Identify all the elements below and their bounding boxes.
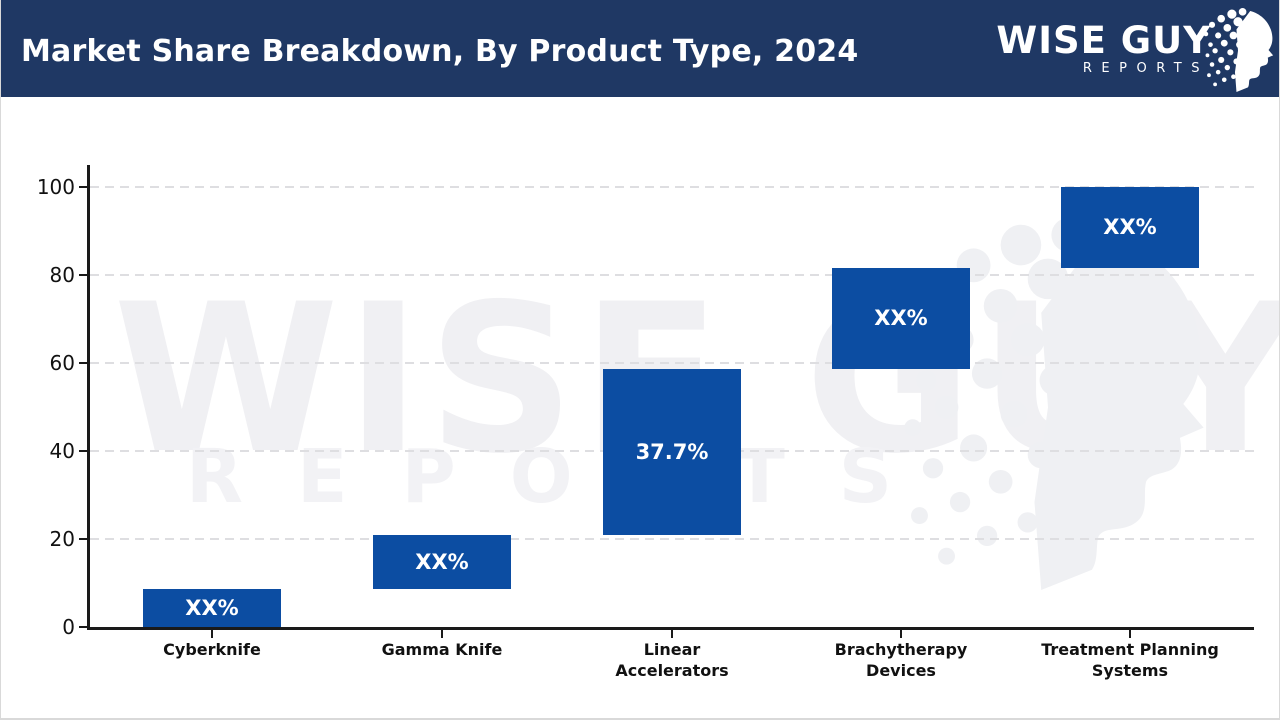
x-category-label: Cyberknife	[163, 640, 261, 659]
bar-value-label: XX%	[415, 550, 469, 575]
page-title: Market Share Breakdown, By Product Type,…	[21, 34, 859, 69]
x-tick-mark	[441, 630, 443, 638]
bar: XX%	[832, 267, 970, 369]
x-category-label: Brachytherapy Devices	[834, 640, 968, 680]
logo-subtitle: REPORTS	[1082, 61, 1209, 76]
x-tick-mark	[671, 630, 673, 638]
y-tick-mark	[79, 274, 87, 276]
bar-value-label: XX%	[1103, 215, 1157, 240]
y-tick-mark	[79, 362, 87, 364]
y-tick-mark	[79, 626, 87, 628]
y-tick-mark	[79, 538, 87, 540]
bar-value-label: XX%	[874, 306, 928, 331]
bar-value-label: XX%	[185, 596, 239, 621]
x-category-label: Treatment Planning Systems	[1041, 640, 1219, 680]
logo-name: WISE GUY	[996, 19, 1211, 62]
y-tick-label: 80	[49, 263, 75, 287]
y-gridline	[90, 538, 1254, 540]
x-category-label: Linear Accelerators	[615, 640, 729, 680]
bar: 37.7%	[603, 368, 741, 535]
bar: XX%	[373, 535, 511, 590]
y-tick-label: 40	[49, 439, 75, 463]
y-tick-label: 20	[49, 527, 75, 551]
bar: XX%	[143, 589, 281, 627]
y-gridline	[90, 362, 1254, 364]
header: Market Share Breakdown, By Product Type,…	[1, 0, 1279, 97]
y-tick-label: 100	[36, 175, 75, 199]
y-tick-mark	[79, 450, 87, 452]
watermark-subtext: REPORTS	[186, 434, 947, 520]
y-tick-label: 0	[62, 615, 75, 639]
logo: WISE GUY REPORTS	[996, 22, 1211, 78]
x-tick-mark	[900, 630, 902, 638]
x-axis-line	[87, 627, 1254, 630]
x-tick-mark	[1129, 630, 1131, 638]
x-tick-mark	[211, 630, 213, 638]
logo-face-icon	[1203, 8, 1274, 92]
y-gridline	[90, 186, 1254, 188]
y-gridline	[90, 274, 1254, 276]
y-axis-line	[87, 165, 90, 630]
x-category-label: Gamma Knife	[381, 640, 503, 659]
bar-value-label: 37.7%	[635, 439, 709, 464]
bar: XX%	[1061, 187, 1199, 268]
y-tick-mark	[79, 186, 87, 188]
y-tick-label: 60	[49, 351, 75, 375]
